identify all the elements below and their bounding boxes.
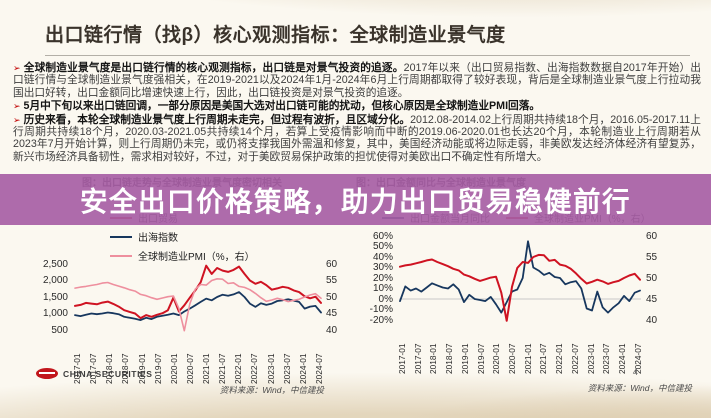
x-tick-label: 2022-07 [249, 353, 260, 384]
bullet-item: ➢ 全球制造业景气度是出口链行情的核心观测指标，出口链是对景气投资的追逐。2017… [13, 62, 701, 99]
legend-item: 出海指数 [110, 229, 255, 244]
background-swirl-top [0, 0, 711, 62]
plot-area [74, 260, 322, 334]
series-line [74, 277, 322, 332]
axis-tick-label: -20% [369, 314, 393, 326]
axis-tick-label: 50% [372, 241, 393, 252]
y-axis-right: 60 55 50 45 40 [646, 204, 676, 400]
axis-tick-label: 30% [372, 262, 393, 273]
axis-tick-label: 50 [646, 272, 658, 284]
series-line [74, 264, 322, 320]
axis-tick-label: 45 [646, 293, 658, 305]
source-note: 资料来源：Wind，中信建投 [219, 385, 324, 395]
logo-icon [36, 368, 58, 379]
x-tick-label: 2023-01 [265, 353, 276, 384]
source-note: 资料来源：Wind，中信建投 [587, 383, 692, 393]
legend-line-icon [110, 235, 132, 238]
chart-canvas [74, 264, 322, 332]
overlay-banner: 安全出口价格策略，助力出口贸易稳健前行 [0, 174, 711, 225]
bullet-arrow-icon: ➢ [13, 114, 21, 125]
bullet-arrow-icon: ➢ [13, 101, 21, 112]
axis-tick-label: 20% [372, 272, 393, 284]
chart-canvas [399, 240, 641, 322]
x-tick-label: 2023-07 [281, 353, 292, 384]
brand-name: CHINA SECURITIES [63, 368, 153, 379]
axis-tick-label: 55 [326, 275, 338, 286]
series-line [74, 291, 322, 321]
y-axis-right: 60 55 50 45 40 [326, 204, 356, 400]
legend-item: 全球制造业PMI（%，右） [110, 248, 255, 263]
banner-headline: 安全出口价格策略，助力出口贸易稳健前行 [80, 185, 631, 217]
bullet-list: ➢ 全球制造业景气度是出口链行情的核心观测指标，出口链是对景气投资的追逐。2017… [13, 62, 701, 164]
series-line [399, 240, 641, 314]
axis-tick-label: 60 [646, 230, 658, 242]
bullet-item: ➢ 5月中下旬以来出口链回调，一部分原因是美国大选对出口链可能的扰动，但核心原因是… [13, 100, 541, 113]
axis-tick-label: 55 [646, 251, 658, 263]
axis-tick-label: 10% [372, 283, 393, 294]
y-axis-left: 60% 50% 40% 30% 20% 10% 0% -10% -20% [352, 204, 393, 400]
title-divider [45, 55, 690, 56]
axis-tick-label: 60 [326, 258, 338, 270]
chart-export-yoy-vs-pmi: 出口金额当月同比全球制造业PMI（%，右） 60%50%40%30%20%10%… [352, 204, 704, 400]
axis-tick-label: 2,000 [42, 275, 68, 286]
axis-tick-label: 1,000 [42, 308, 68, 319]
x-tick-label: 2022-01 [233, 353, 244, 384]
page-title: 出口链行情（找β）核心观测指标：全球制造业景气度 [45, 25, 506, 46]
bullet-arrow-icon: ➢ [13, 63, 21, 73]
axis-tick-label: 1,500 [42, 291, 68, 303]
company-logo: CHINA SECURITIES [36, 368, 153, 379]
axis-tick-label: 60% [372, 230, 393, 242]
plot-area [399, 232, 641, 324]
bullet-item: ➢ 历史来看，本轮全球制造业景气度上行周期未走完，但过程有波折，且区域分化。201… [13, 113, 701, 163]
axis-tick-label: 40 [646, 314, 658, 326]
x-tick-label: 2020-01 [168, 353, 179, 384]
axis-tick-label: -10% [369, 304, 393, 315]
x-tick-label: 2024-07 [313, 353, 324, 384]
chart-export-index-vs-pmi: 出口贸易出海指数全球制造业PMI（%，右） 2,5002,0001,5001,0… [30, 204, 360, 400]
y-axis-left: 2,500 2,000 1,500 1,000 500 [30, 204, 68, 400]
axis-tick-label: 45 [326, 308, 338, 319]
legend-line-icon [110, 254, 132, 257]
axis-tick-label: 50 [326, 291, 338, 303]
axis-tick-label: 40% [372, 251, 393, 263]
axis-tick-label: 0% [378, 293, 393, 305]
axis-tick-label: 40 [326, 324, 338, 336]
x-tick-label: 2019-07 [152, 353, 163, 384]
series-line [399, 253, 641, 322]
x-tick-label: 2021-01 [201, 353, 211, 384]
page-number: 4 [632, 367, 638, 378]
x-tick-label: 2021-07 [217, 353, 228, 384]
x-tick-label: 2020-07 [184, 353, 195, 384]
x-tick-label: 2024-01 [297, 353, 308, 384]
axis-tick-label: 2,500 [42, 258, 68, 270]
axis-tick-label: 500 [51, 324, 68, 336]
